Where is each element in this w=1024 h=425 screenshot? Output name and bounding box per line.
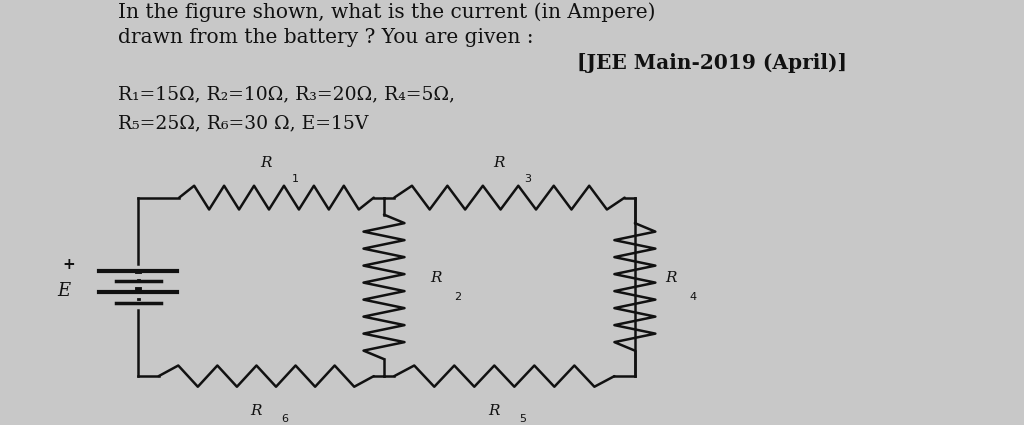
- Text: drawn from the battery ? You are given :: drawn from the battery ? You are given :: [118, 28, 534, 47]
- Text: 3: 3: [524, 173, 531, 184]
- Text: [JEE Main-2019 (April)]: [JEE Main-2019 (April)]: [577, 53, 847, 73]
- Text: 6: 6: [282, 414, 288, 425]
- Text: R: R: [430, 272, 441, 285]
- Text: 2: 2: [454, 292, 461, 303]
- Text: In the figure shown, what is the current (in Ampere): In the figure shown, what is the current…: [118, 2, 655, 22]
- Text: R: R: [488, 404, 500, 418]
- Text: R: R: [666, 272, 677, 285]
- Text: 5: 5: [519, 414, 526, 425]
- Text: R: R: [250, 404, 262, 418]
- Text: R₁=15Ω, R₂=10Ω, R₃=20Ω, R₄=5Ω,: R₁=15Ω, R₂=10Ω, R₃=20Ω, R₄=5Ω,: [118, 85, 455, 103]
- Text: R: R: [260, 156, 272, 170]
- Text: 4: 4: [689, 292, 696, 303]
- Text: E: E: [57, 282, 70, 300]
- Text: 1: 1: [292, 173, 298, 184]
- Text: +: +: [62, 257, 75, 272]
- Text: R: R: [494, 156, 505, 170]
- Text: R₅=25Ω, R₆=30 Ω, E=15V: R₅=25Ω, R₆=30 Ω, E=15V: [118, 115, 369, 133]
